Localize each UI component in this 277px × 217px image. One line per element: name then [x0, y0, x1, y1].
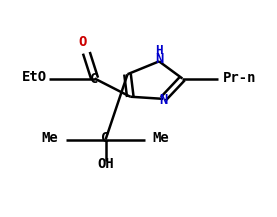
Text: Me: Me — [41, 132, 58, 145]
Text: C: C — [90, 72, 99, 86]
Text: C: C — [101, 132, 110, 145]
Text: Pr-n: Pr-n — [223, 71, 257, 85]
Text: N: N — [155, 52, 163, 66]
Text: H: H — [155, 44, 162, 57]
Text: EtO: EtO — [22, 71, 47, 84]
Text: Me: Me — [152, 132, 169, 145]
Text: OH: OH — [97, 157, 114, 171]
Text: O: O — [78, 35, 86, 49]
Text: N: N — [159, 93, 167, 107]
